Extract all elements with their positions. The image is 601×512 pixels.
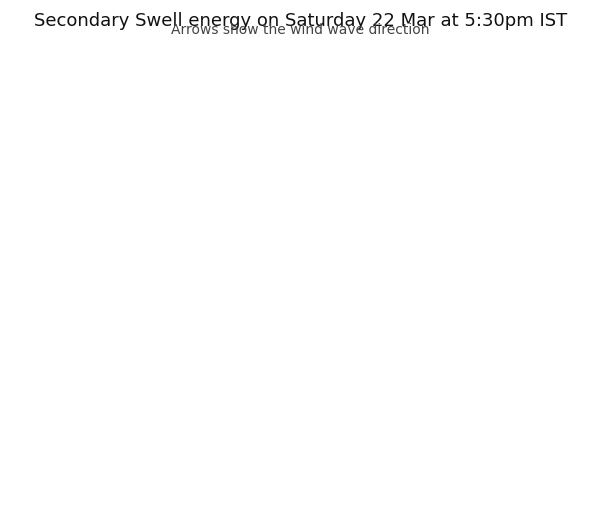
Text: Secondary Swell energy on Saturday 22 Mar at 5:30pm IST: Secondary Swell energy on Saturday 22 Ma… [34, 12, 567, 31]
Text: Arrows show the wind wave direction: Arrows show the wind wave direction [171, 24, 430, 37]
Text: cartopy required: cartopy required [243, 274, 358, 288]
